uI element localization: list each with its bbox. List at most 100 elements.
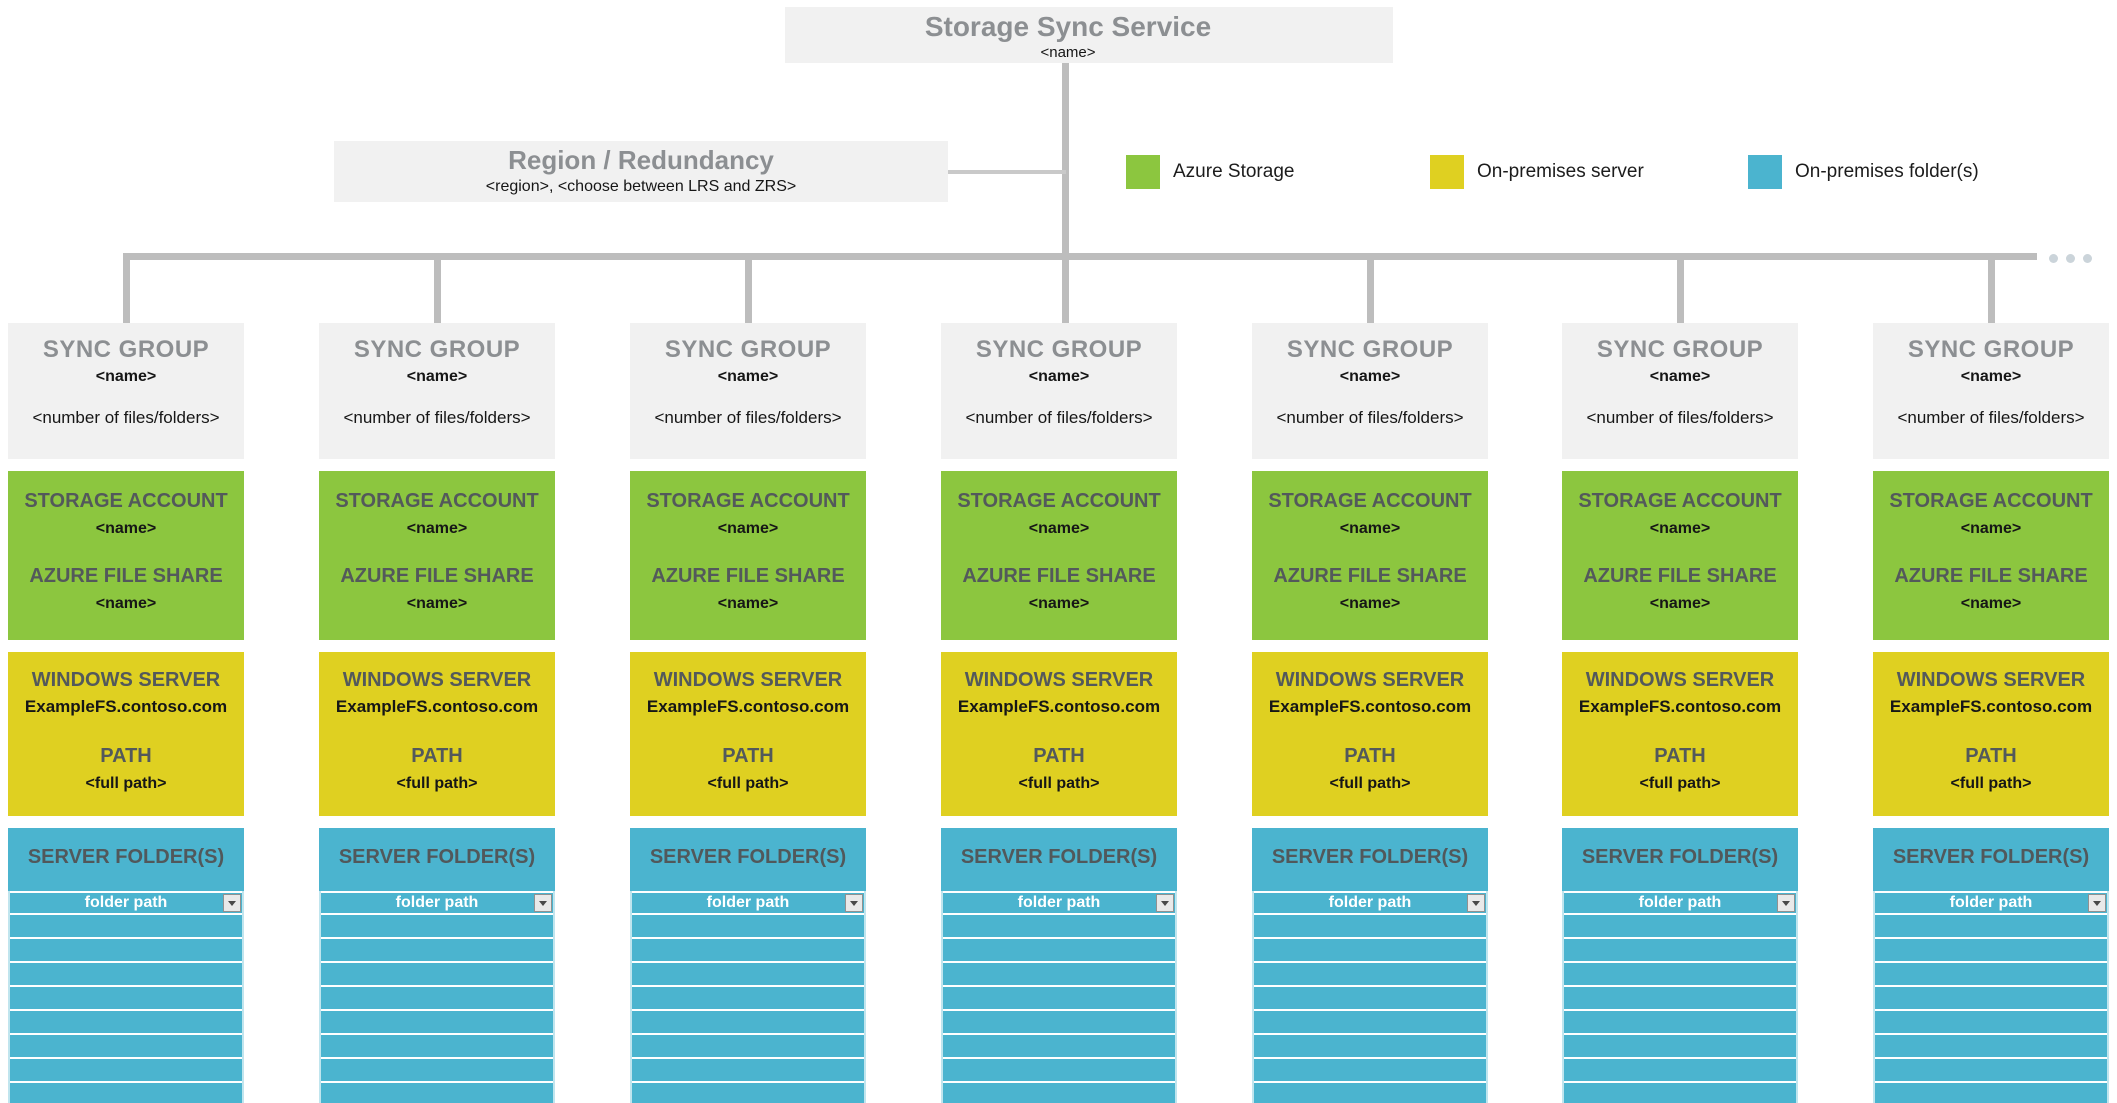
folder-path-cell[interactable]: folder path (10, 891, 242, 915)
sync-group-column: SYNC GROUP <name> <number of files/folde… (941, 323, 1177, 1103)
windows-server-label: WINDOWS SERVER (31, 669, 221, 691)
server-folders-box: SERVER FOLDER(S) folder path (319, 828, 555, 1103)
empty-folder-row (1875, 1035, 2107, 1059)
empty-folder-row (1564, 939, 1796, 963)
sync-group-column: SYNC GROUP <name> <number of files/folde… (319, 323, 555, 1103)
distribution-bar-line (123, 253, 2037, 260)
empty-folder-row (943, 1059, 1175, 1083)
windows-server-hostname: ExampleFS.contoso.com (335, 697, 539, 716)
folder-path-value: folder path (1328, 894, 1412, 911)
folder-path-cell[interactable]: folder path (1875, 891, 2107, 915)
sync-group-count-placeholder: <number of files/folders> (343, 408, 531, 427)
empty-folder-row (1564, 915, 1796, 939)
path-value-placeholder: <full path> (707, 775, 789, 792)
chevron-down-icon (2093, 900, 2101, 906)
server-folders-box: SERVER FOLDER(S) folder path (1873, 828, 2109, 1103)
empty-folder-row (1254, 939, 1486, 963)
folder-path-cell[interactable]: folder path (321, 891, 553, 915)
sync-group-count-placeholder: <number of files/folders> (965, 408, 1153, 427)
legend-item-on-premises-server: On-premises server (1430, 155, 1644, 189)
region-redundancy-title: Region / Redundancy (508, 145, 774, 175)
server-folders-label: SERVER FOLDER(S) (1581, 846, 1779, 868)
folder-path-cell[interactable]: folder path (943, 891, 1175, 915)
windows-server-label: WINDOWS SERVER (1896, 669, 2086, 691)
chevron-down-icon (1782, 900, 1790, 906)
server-folders-box: SERVER FOLDER(S) folder path (1562, 828, 1798, 1103)
folder-path-cell[interactable]: folder path (1564, 891, 1796, 915)
windows-server-box: WINDOWS SERVER ExampleFS.contoso.com PAT… (941, 652, 1177, 816)
empty-folder-row (321, 1035, 553, 1059)
more-sync-groups-dot (2083, 254, 2092, 263)
folder-path-dropdown-button[interactable] (534, 894, 552, 912)
folder-path-dropdown-button[interactable] (223, 894, 241, 912)
storage-account-name-placeholder: <name> (1960, 520, 2022, 537)
column-drop-connector-line (1677, 253, 1684, 323)
chevron-down-icon (539, 900, 547, 906)
empty-folder-row (1254, 987, 1486, 1011)
storage-account-name-placeholder: <name> (1339, 520, 1401, 537)
storage-account-box: STORAGE ACCOUNT <name> AZURE FILE SHARE … (8, 471, 244, 640)
windows-server-box: WINDOWS SERVER ExampleFS.contoso.com PAT… (1562, 652, 1798, 816)
sync-group-box: SYNC GROUP <name> <number of files/folde… (941, 323, 1177, 459)
azure-file-share-label: AZURE FILE SHARE (1273, 565, 1467, 587)
windows-server-hostname: ExampleFS.contoso.com (1889, 697, 2093, 716)
path-value-placeholder: <full path> (396, 775, 478, 792)
empty-folder-row (1254, 1035, 1486, 1059)
sync-group-count-placeholder: <number of files/folders> (1586, 408, 1774, 427)
folder-path-cell[interactable]: folder path (632, 891, 864, 915)
sync-group-box: SYNC GROUP <name> <number of files/folde… (319, 323, 555, 459)
folder-rows: folder path (319, 891, 555, 1103)
on-premises-folders-swatch-icon (1748, 155, 1782, 189)
legend-item-on-premises-folders: On-premises folder(s) (1748, 155, 1979, 189)
empty-folder-row (321, 1059, 553, 1083)
storage-account-box: STORAGE ACCOUNT <name> AZURE FILE SHARE … (1562, 471, 1798, 640)
server-folders-label: SERVER FOLDER(S) (1892, 846, 2090, 868)
chevron-down-icon (1161, 900, 1169, 906)
windows-server-hostname: ExampleFS.contoso.com (1268, 697, 1472, 716)
folder-path-dropdown-button[interactable] (845, 894, 863, 912)
folder-path-value: folder path (1638, 894, 1722, 911)
path-label: PATH (722, 745, 774, 767)
folder-path-dropdown-button[interactable] (1777, 894, 1795, 912)
sync-group-name-placeholder: <name> (95, 368, 157, 385)
folder-rows: folder path (941, 891, 1177, 1103)
storage-account-name-placeholder: <name> (95, 520, 157, 537)
folder-path-dropdown-button[interactable] (1467, 894, 1485, 912)
storage-account-box: STORAGE ACCOUNT <name> AZURE FILE SHARE … (941, 471, 1177, 640)
more-sync-groups-dot (2066, 254, 2075, 263)
empty-folder-row (943, 1083, 1175, 1103)
empty-folder-row (321, 939, 553, 963)
folder-rows: folder path (1252, 891, 1488, 1103)
empty-folder-row (10, 939, 242, 963)
sync-group-count-placeholder: <number of files/folders> (654, 408, 842, 427)
folder-path-value: folder path (706, 894, 790, 911)
sync-group-count-placeholder: <number of files/folders> (32, 408, 220, 427)
empty-folder-row (1254, 1083, 1486, 1103)
empty-folder-row (632, 1083, 864, 1103)
empty-folder-row (1254, 963, 1486, 987)
storage-sync-service-title: Storage Sync Service (924, 11, 1212, 42)
empty-folder-row (10, 1059, 242, 1083)
sync-group-name-placeholder: <name> (1649, 368, 1711, 385)
windows-server-label: WINDOWS SERVER (342, 669, 532, 691)
path-value-placeholder: <full path> (1329, 775, 1411, 792)
empty-folder-row (1875, 915, 2107, 939)
empty-folder-row (943, 1035, 1175, 1059)
empty-folder-row (1254, 1011, 1486, 1035)
sync-group-column: SYNC GROUP <name> <number of files/folde… (630, 323, 866, 1103)
sync-group-box: SYNC GROUP <name> <number of files/folde… (630, 323, 866, 459)
path-value-placeholder: <full path> (1639, 775, 1721, 792)
server-folders-label: SERVER FOLDER(S) (338, 846, 536, 868)
folder-path-value: folder path (1949, 894, 2033, 911)
folder-path-dropdown-button[interactable] (2088, 894, 2106, 912)
folder-path-cell[interactable]: folder path (1254, 891, 1486, 915)
empty-folder-row (1564, 963, 1796, 987)
legend-item-azure-storage: Azure Storage (1126, 155, 1294, 189)
windows-server-hostname: ExampleFS.contoso.com (24, 697, 228, 716)
column-drop-connector-line (434, 253, 441, 323)
empty-folder-row (10, 915, 242, 939)
azure-file-share-name-placeholder: <name> (1028, 595, 1090, 612)
legend-label: On-premises server (1477, 161, 1644, 182)
empty-folder-row (943, 963, 1175, 987)
folder-path-dropdown-button[interactable] (1156, 894, 1174, 912)
